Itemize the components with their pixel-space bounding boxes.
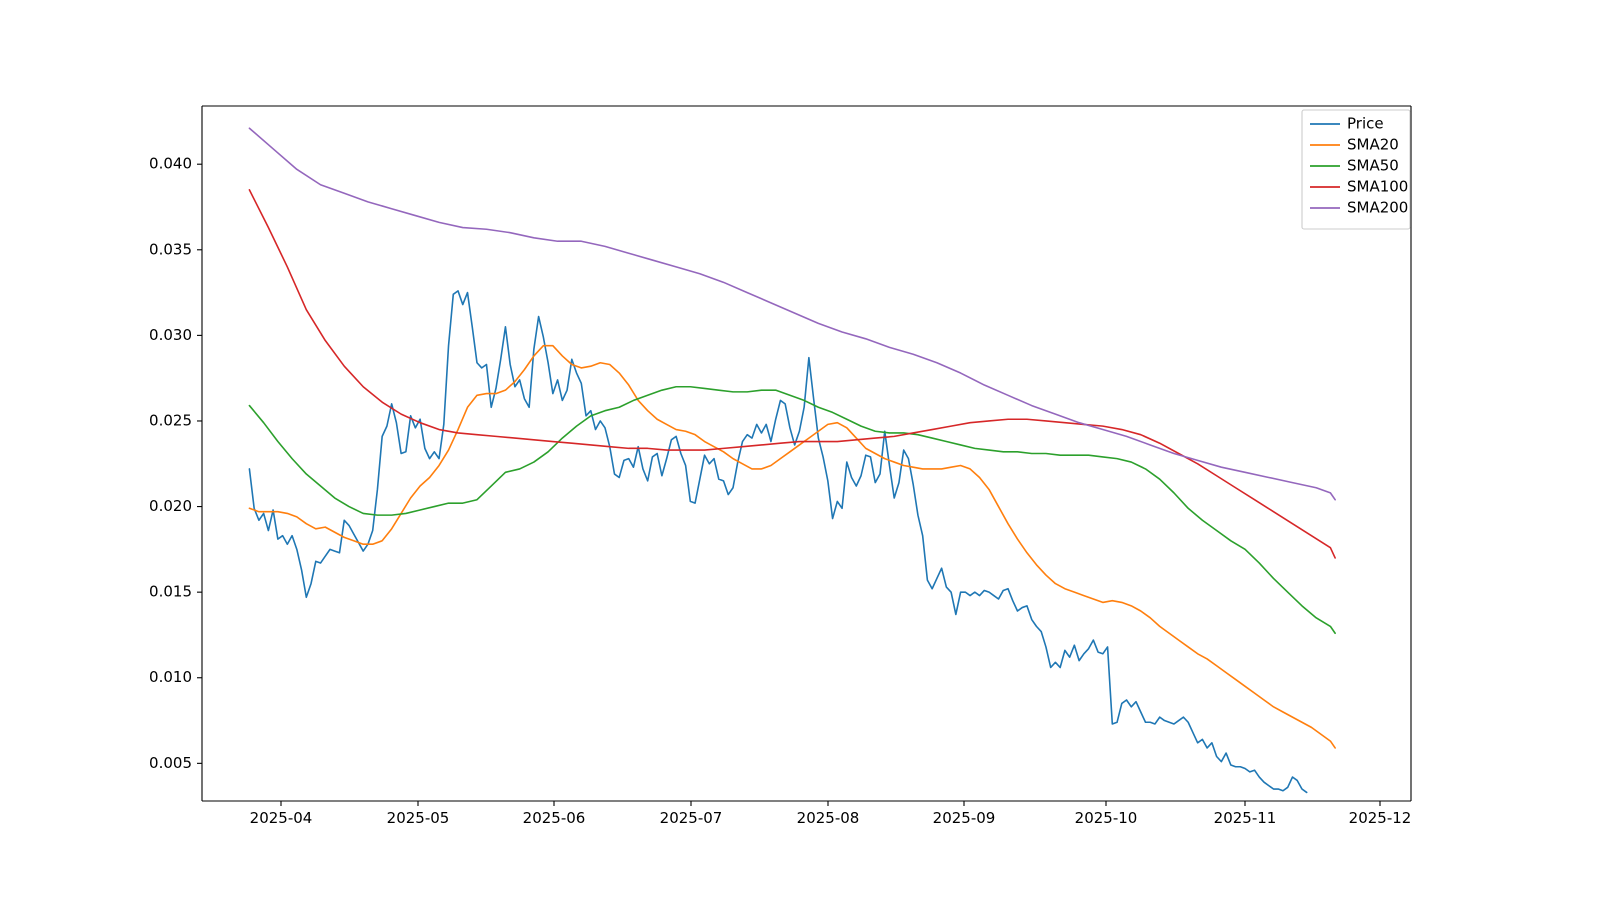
x-tick-label: 2025-12 [1349,809,1412,827]
x-tick-label: 2025-09 [933,809,996,827]
series-line-sma50 [248,385,1336,635]
x-tick-label: 2025-04 [250,809,313,827]
data-series-group [248,127,1336,794]
plot-area-background [202,106,1411,801]
x-axis-ticks: 2025-04 2025-05 2025-06 2025-07 2025-08 2025-… [250,801,1412,827]
y-tick-label: 0.005 [149,754,192,772]
y-tick-label: 0.015 [149,583,192,601]
legend-label-sma50: SMA50 [1347,157,1399,175]
x-tick-label: 2025-08 [797,809,860,827]
chart-legend[interactable]: Price SMA20 SMA50 SMA100 SMA200 [1301,109,1411,230]
y-tick-label: 0.010 [149,668,192,686]
series-line-sma200 [248,127,1336,501]
y-tick-label: 0.020 [149,497,192,515]
y-tick-label: 0.025 [149,411,192,429]
legend-label-price: Price [1347,115,1384,133]
legend-label-sma20: SMA20 [1347,136,1399,154]
legend-label-sma100: SMA100 [1347,178,1408,196]
series-line-sma20 [248,344,1336,749]
x-tick-label: 2025-11 [1214,809,1277,827]
x-tick-label: 2025-06 [523,809,586,827]
y-tick-label: 0.035 [149,240,192,258]
x-tick-label: 2025-07 [660,809,723,827]
x-tick-label: 2025-10 [1075,809,1138,827]
axis-spines [201,105,1412,802]
series-line-sma100 [248,189,1336,559]
x-tick-label: 2025-05 [387,809,450,827]
legend-box [1301,109,1411,230]
series-line-price [248,290,1308,794]
y-axis-ticks: 0.005 0.010 0.015 0.020 0.025 0.030 0.035 0.040 [149,155,202,772]
y-tick-label: 0.040 [149,155,192,173]
y-tick-label: 0.030 [149,326,192,344]
legend-label-sma200: SMA200 [1347,199,1408,217]
